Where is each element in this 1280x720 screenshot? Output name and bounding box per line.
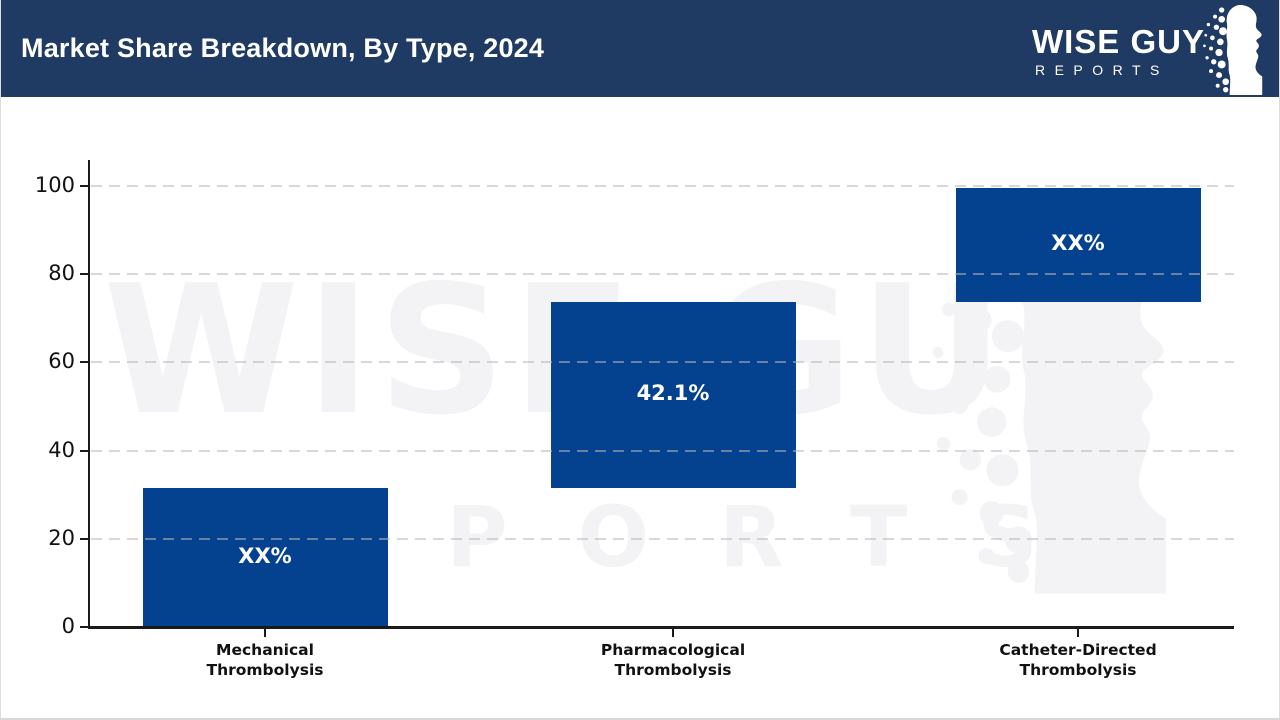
- x-category-line: Thrombolysis: [1019, 661, 1137, 679]
- x-category-line: Thrombolysis: [206, 661, 324, 679]
- x-category-line: Pharmacological: [600, 641, 746, 659]
- bar-segment-3: [955, 187, 1201, 303]
- gridline-20: [91, 537, 1234, 540]
- header-bar: Market Share Breakdown, By Type, 2024 WI…: [1, 0, 1279, 97]
- y-tick-label-100: 100: [34, 173, 75, 197]
- x-category-line: Mechanical: [216, 641, 314, 659]
- bar-value-label-3: XX%: [1051, 231, 1105, 256]
- logo-face-icon: [1187, 2, 1275, 95]
- y-tick-20: [80, 537, 88, 540]
- x-category-label-2: Pharmacological Thrombolysis: [523, 640, 823, 680]
- gridline-100: [91, 185, 1234, 187]
- y-axis-line: [88, 160, 90, 629]
- x-category-line: Thrombolysis: [614, 661, 732, 679]
- y-tick-0: [80, 626, 88, 628]
- bar-value-label-2: 42.1%: [636, 381, 710, 406]
- gridline-40: [91, 449, 1234, 452]
- y-tick-60: [80, 361, 88, 364]
- x-category-label-1: Mechanical Thrombolysis: [115, 640, 415, 680]
- y-tick-label-40: 40: [48, 437, 75, 462]
- bar-value-label-1: XX%: [238, 543, 292, 568]
- gridline-60: [91, 361, 1234, 364]
- y-tick-label-60: 60: [48, 349, 75, 374]
- x-axis-line: [88, 626, 1234, 629]
- wise-guy-reports-logo: WISE GUY REPORTS: [1025, 0, 1275, 97]
- x-tick-2: [672, 629, 674, 637]
- y-tick-80: [80, 273, 88, 276]
- y-tick-40: [80, 449, 88, 452]
- x-category-label-3: Catheter-Directed Thrombolysis: [928, 640, 1228, 680]
- page-title: Market Share Breakdown, By Type, 2024: [21, 33, 545, 63]
- logo-subtitle: REPORTS: [1034, 62, 1169, 78]
- x-tick-1: [264, 629, 266, 637]
- gridline-80: [91, 273, 1234, 276]
- logo-text: WISE GUY REPORTS: [1032, 25, 1205, 78]
- logo-wordmark: WISE GUY: [1031, 23, 1205, 60]
- x-tick-3: [1077, 629, 1079, 637]
- x-category-line: Catheter-Directed: [999, 641, 1157, 659]
- y-tick-100: [80, 185, 88, 187]
- y-tick-label-0: 0: [61, 614, 75, 638]
- y-tick-label-20: 20: [48, 525, 75, 550]
- y-tick-label-80: 80: [48, 261, 75, 286]
- bar-segment-1: [142, 488, 388, 627]
- bar-segment-2: [550, 302, 796, 489]
